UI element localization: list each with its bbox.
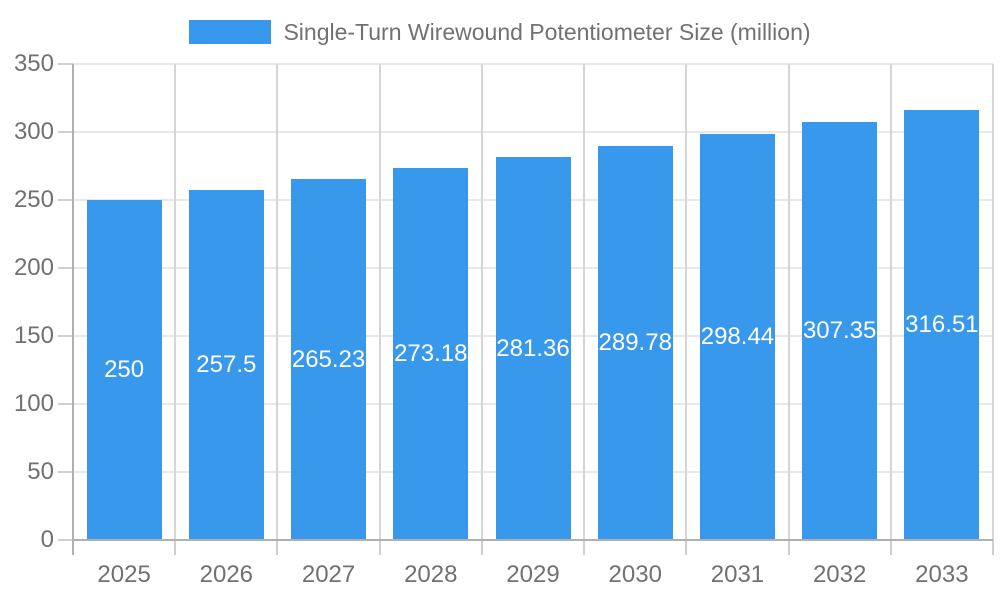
x-axis-tick xyxy=(276,540,279,555)
y-axis-label: 0 xyxy=(40,526,54,553)
y-axis-line xyxy=(72,64,74,555)
x-axis-tick xyxy=(787,540,790,555)
bar-2033[interactable] xyxy=(904,109,980,540)
y-axis-label: 300 xyxy=(13,118,54,145)
y-axis-tick xyxy=(58,63,73,65)
legend-series-label: Single-Turn Wirewound Potentiometer Size… xyxy=(283,18,811,45)
y-axis-label: 100 xyxy=(13,390,54,417)
x-axis-label: 2028 xyxy=(404,561,458,588)
bar-value-label: 250 xyxy=(104,356,145,383)
y-axis-label: 350 xyxy=(13,50,54,77)
x-axis-tick xyxy=(992,540,994,555)
bar-2028[interactable] xyxy=(393,168,469,540)
y-axis-label: 200 xyxy=(13,254,54,281)
x-axis-tick xyxy=(685,540,688,555)
y-axis-tick xyxy=(58,131,73,133)
x-axis-label: 2025 xyxy=(97,561,151,588)
vertical-gridline xyxy=(787,64,790,540)
y-axis-label: 150 xyxy=(13,322,54,349)
bar-2027[interactable] xyxy=(291,179,367,540)
chart-legend[interactable]: Single-Turn Wirewound Potentiometer Size… xyxy=(0,10,1000,54)
y-axis-tick xyxy=(58,335,73,337)
y-axis-tick xyxy=(58,199,73,201)
x-axis-label: 2031 xyxy=(710,561,765,588)
x-axis-label: 2026 xyxy=(199,561,254,588)
bar-2030[interactable] xyxy=(597,145,673,540)
vertical-gridline xyxy=(685,64,688,540)
x-axis-tick xyxy=(889,540,892,555)
vertical-gridline xyxy=(583,64,586,540)
vertical-gridline xyxy=(174,64,177,540)
bar-2029[interactable] xyxy=(495,157,571,540)
x-axis-tick xyxy=(583,540,586,555)
y-axis-label: 50 xyxy=(27,458,54,485)
legend-swatch xyxy=(189,20,272,44)
bar-2032[interactable] xyxy=(802,122,878,540)
bar-2026[interactable] xyxy=(188,189,264,540)
vertical-gridline xyxy=(378,64,381,540)
horizontal-gridline xyxy=(73,63,993,65)
x-axis-tick xyxy=(378,540,381,555)
bar-2025[interactable] xyxy=(86,200,162,540)
bar-value-label: 257.5 xyxy=(196,350,257,378)
bar-value-label: 316.51 xyxy=(905,310,979,338)
y-axis-tick xyxy=(58,539,73,541)
vertical-gridline xyxy=(992,64,994,540)
vertical-gridline xyxy=(480,64,483,540)
bar-value-label: 265.23 xyxy=(291,345,366,373)
x-axis-label: 2029 xyxy=(506,561,560,588)
y-axis-tick xyxy=(58,267,73,269)
bar-value-label: 307.35 xyxy=(802,317,877,344)
y-axis-tick xyxy=(58,403,73,405)
bar-2031[interactable] xyxy=(699,134,775,540)
bar-value-label: 273.18 xyxy=(394,340,468,368)
x-axis-label: 2027 xyxy=(301,561,356,588)
bar-value-label: 281.36 xyxy=(496,334,570,362)
x-axis-label: 2032 xyxy=(812,561,867,588)
x-axis-tick xyxy=(174,540,177,555)
y-axis-tick xyxy=(58,471,73,473)
bar-value-label: 289.78 xyxy=(598,328,672,356)
bar-value-label: 298.44 xyxy=(700,323,775,351)
x-axis-label: 2033 xyxy=(915,561,969,588)
x-axis-label: 2030 xyxy=(608,561,662,588)
vertical-gridline xyxy=(276,64,279,540)
x-axis-tick xyxy=(480,540,483,555)
vertical-gridline xyxy=(889,64,892,540)
y-axis-label: 250 xyxy=(13,186,54,213)
